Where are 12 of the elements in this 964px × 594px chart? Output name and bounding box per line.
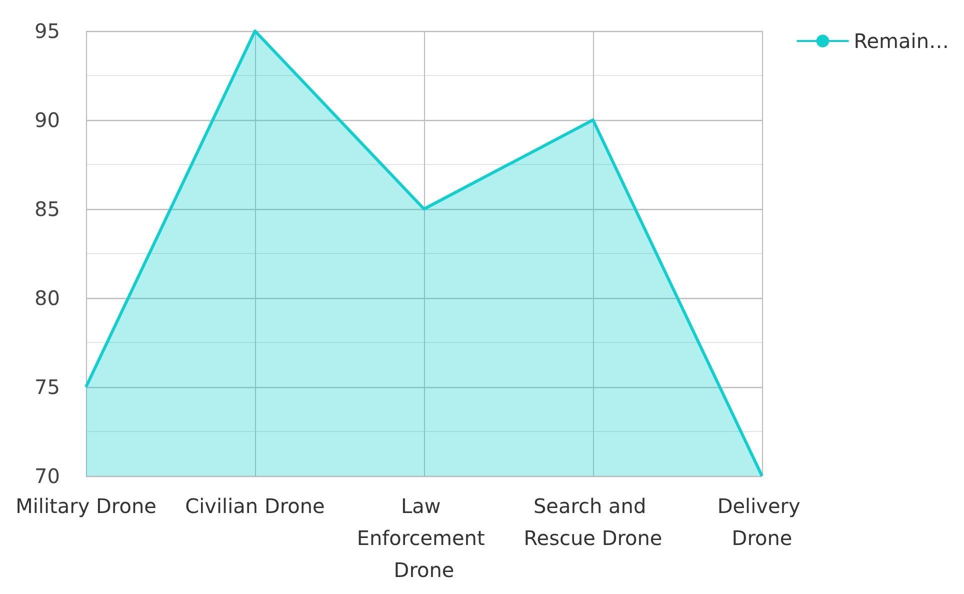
y-tick-label: 75 — [34, 375, 60, 399]
x-tick-label: Military Drone — [16, 494, 156, 518]
x-tick-label: Civilian Drone — [185, 494, 325, 518]
x-tick-label: Search and Rescue Drone — [524, 494, 662, 550]
y-tick-label: 80 — [34, 286, 60, 310]
x-tick-label: Law Enforcement Drone — [356, 494, 492, 582]
x-tick-label: Delivery Drone — [717, 494, 807, 550]
y-tick-label: 95 — [34, 19, 60, 43]
legend-label: Remain… — [854, 29, 950, 53]
y-tick-label: 70 — [34, 464, 60, 488]
y-tick-label: 85 — [34, 197, 60, 221]
y-tick-label: 90 — [34, 108, 60, 132]
